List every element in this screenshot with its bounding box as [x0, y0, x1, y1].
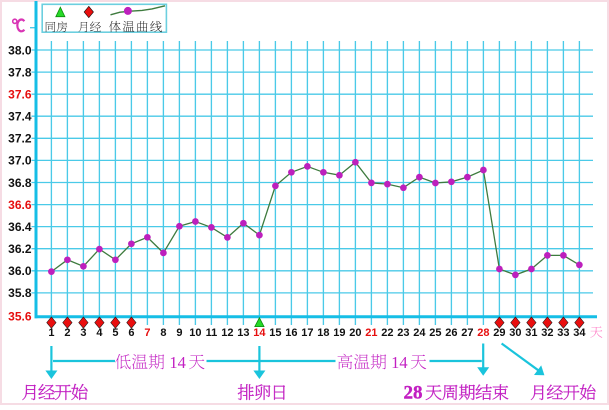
- svg-text:21: 21: [365, 327, 377, 339]
- svg-text:35.6: 35.6: [8, 309, 32, 323]
- svg-text:22: 22: [381, 327, 393, 339]
- svg-text:33: 33: [557, 327, 569, 339]
- svg-text:36.0: 36.0: [8, 264, 32, 278]
- svg-text:14: 14: [391, 353, 408, 372]
- svg-text:31: 31: [525, 327, 537, 339]
- svg-text:37.4: 37.4: [8, 110, 32, 124]
- svg-text:32: 32: [541, 327, 553, 339]
- svg-text:27: 27: [461, 327, 473, 339]
- svg-text:25: 25: [429, 327, 441, 339]
- svg-text:38.0: 38.0: [8, 43, 32, 57]
- svg-text:6: 6: [128, 327, 134, 339]
- svg-text:37.0: 37.0: [8, 154, 32, 168]
- svg-text:14: 14: [253, 327, 266, 339]
- svg-text:15: 15: [269, 327, 281, 339]
- svg-text:29: 29: [493, 327, 505, 339]
- svg-text:11: 11: [206, 327, 218, 339]
- svg-text:9: 9: [176, 327, 182, 339]
- svg-text:36.2: 36.2: [8, 242, 32, 256]
- svg-text:7: 7: [144, 327, 150, 339]
- svg-text:16: 16: [285, 327, 297, 339]
- svg-text:36.4: 36.4: [8, 220, 32, 234]
- svg-text:8: 8: [160, 327, 166, 339]
- svg-text:10: 10: [189, 327, 201, 339]
- svg-text:1: 1: [48, 327, 54, 339]
- svg-text:28: 28: [477, 327, 489, 339]
- svg-text:20: 20: [349, 327, 361, 339]
- svg-text:28: 28: [404, 383, 423, 404]
- svg-text:5: 5: [112, 327, 118, 339]
- svg-text:23: 23: [397, 327, 409, 339]
- svg-text:37.6: 37.6: [8, 88, 32, 102]
- svg-text:37.2: 37.2: [8, 132, 32, 146]
- svg-text:12: 12: [221, 327, 233, 339]
- svg-text:14: 14: [169, 353, 186, 372]
- svg-text:30: 30: [509, 327, 521, 339]
- svg-text:2: 2: [64, 327, 70, 339]
- svg-text:17: 17: [301, 327, 313, 339]
- svg-text:19: 19: [333, 327, 345, 339]
- svg-text:26: 26: [445, 327, 457, 339]
- svg-text:34: 34: [573, 327, 586, 339]
- svg-text:35.8: 35.8: [8, 286, 32, 300]
- svg-text:36.8: 36.8: [8, 176, 32, 190]
- svg-text:3: 3: [80, 327, 86, 339]
- svg-text:18: 18: [317, 327, 329, 339]
- svg-text:37.8: 37.8: [8, 65, 32, 79]
- svg-text:24: 24: [413, 327, 426, 339]
- svg-text:4: 4: [96, 327, 103, 339]
- svg-text:13: 13: [237, 327, 249, 339]
- svg-text:36.6: 36.6: [8, 198, 32, 212]
